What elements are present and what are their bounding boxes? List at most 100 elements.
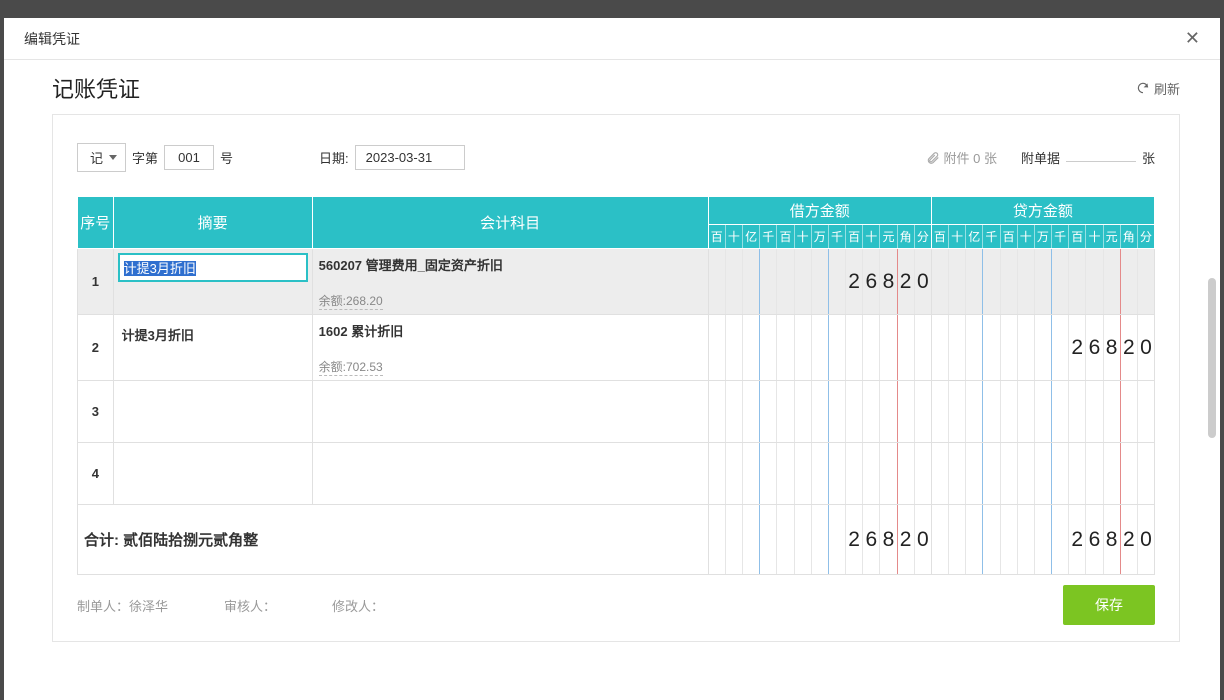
digit-cell — [983, 505, 1000, 574]
digit-cell — [743, 443, 760, 504]
total-debit: 26820 — [708, 505, 931, 575]
digit-cell — [966, 315, 983, 380]
digit-cell — [1052, 249, 1069, 314]
digit-cell — [1086, 381, 1103, 442]
digit-cell — [1018, 315, 1035, 380]
digit-cell — [812, 381, 829, 442]
date-label: 日期: — [319, 148, 349, 167]
digit-cell: 亿 — [743, 225, 760, 248]
digit-cell — [1035, 249, 1052, 314]
digit-cell — [966, 505, 983, 574]
summary-text: 计提3月折旧 — [118, 319, 308, 344]
scrollbar-thumb[interactable] — [1208, 278, 1216, 438]
preparer-label: 制单人：徐泽华 — [77, 596, 168, 615]
digit-cell: 2 — [1069, 315, 1086, 380]
digit-cell: 分 — [1138, 225, 1154, 248]
digit-cell — [863, 443, 880, 504]
credit-amount[interactable] — [931, 381, 1154, 443]
summary-cell[interactable]: 计提3月折旧 — [113, 249, 312, 315]
digit-cell — [983, 381, 1000, 442]
voucher-type-dropdown[interactable]: 记 — [77, 143, 126, 172]
digit-cell: 角 — [1121, 225, 1138, 248]
page-header: 记账凭证 刷新 — [4, 60, 1220, 114]
attach-count-input[interactable] — [1066, 153, 1136, 162]
digit-cell — [932, 443, 949, 504]
digit-cell — [915, 443, 931, 504]
digit-cell — [1052, 505, 1069, 574]
voucher-no-input[interactable]: 001 — [164, 145, 214, 170]
digit-cell — [1001, 443, 1018, 504]
digit-cell — [760, 505, 777, 574]
credit-amount[interactable] — [931, 249, 1154, 315]
total-credit: 26820 — [931, 505, 1154, 575]
voucher-type-value: 记 — [90, 148, 103, 167]
digit-cell — [829, 443, 846, 504]
digit-cell — [1052, 315, 1069, 380]
save-button[interactable]: 保存 — [1063, 585, 1155, 625]
summary-cell[interactable]: 计提3月折旧 — [113, 315, 312, 381]
digit-cell — [1018, 249, 1035, 314]
attachment-link[interactable]: 附件 0 张 — [926, 148, 997, 167]
digit-cell — [795, 249, 812, 314]
account-cell[interactable] — [312, 443, 708, 505]
digit-cell — [1018, 381, 1035, 442]
digit-cell — [1104, 443, 1121, 504]
debit-amount[interactable] — [708, 315, 931, 381]
digit-cell — [829, 505, 846, 574]
digit-cell: 亿 — [966, 225, 983, 248]
digit-cell — [932, 249, 949, 314]
total-words: 贰佰陆拾捌元贰角整 — [123, 532, 258, 549]
digit-cell: 万 — [812, 225, 829, 248]
table-row[interactable]: 2计提3月折旧1602 累计折旧余额:702.5326820 — [78, 315, 1155, 381]
credit-amount[interactable] — [931, 443, 1154, 505]
digit-cell — [880, 443, 897, 504]
modal-titlebar: 编辑凭证 ✕ — [4, 18, 1220, 60]
refresh-label: 刷新 — [1154, 79, 1180, 98]
table-row[interactable]: 1计提3月折旧560207 管理费用_固定资产折旧余额:268.2026820 — [78, 249, 1155, 315]
table-row[interactable]: 3 — [78, 381, 1155, 443]
digit-cell — [777, 443, 794, 504]
row-number: 2 — [78, 315, 114, 381]
paperclip-icon — [926, 151, 940, 165]
digit-cell — [1138, 443, 1154, 504]
col-summary: 摘要 — [113, 197, 312, 249]
debit-amount[interactable] — [708, 381, 931, 443]
date-input[interactable]: 2023-03-31 — [355, 145, 465, 170]
digit-cell: 0 — [1138, 315, 1154, 380]
digit-cell — [1121, 443, 1138, 504]
credit-amount[interactable]: 26820 — [931, 315, 1154, 381]
digit-cell: 6 — [863, 505, 880, 574]
total-label: 合计: — [84, 532, 119, 549]
no-suffix: 号 — [220, 148, 233, 167]
digit-cell — [760, 381, 777, 442]
digit-cell: 6 — [863, 249, 880, 314]
account-cell[interactable]: 560207 管理费用_固定资产折旧余额:268.20 — [312, 249, 708, 315]
table-row[interactable]: 4 — [78, 443, 1155, 505]
account-cell[interactable] — [312, 381, 708, 443]
digit-cell — [915, 315, 931, 380]
summary-input[interactable]: 计提3月折旧 — [118, 253, 308, 282]
account-cell[interactable]: 1602 累计折旧余额:702.53 — [312, 315, 708, 381]
digit-cell — [709, 443, 726, 504]
close-icon[interactable]: ✕ — [1185, 28, 1200, 49]
auditor-label: 审核人： — [224, 596, 276, 615]
debit-amount[interactable]: 26820 — [708, 249, 931, 315]
digit-cell — [1104, 249, 1121, 314]
digit-cell: 十 — [1018, 225, 1035, 248]
account-name: 1602 累计折旧 — [319, 321, 702, 340]
summary-cell[interactable] — [113, 443, 312, 505]
digit-cell: 0 — [1138, 505, 1154, 574]
digit-cell — [1035, 381, 1052, 442]
refresh-button[interactable]: 刷新 — [1136, 79, 1180, 98]
digit-cell — [880, 381, 897, 442]
account-balance: 余额:702.53 — [319, 358, 383, 376]
col-rownum: 序号 — [78, 197, 114, 249]
summary-cell[interactable] — [113, 381, 312, 443]
digit-cell — [795, 315, 812, 380]
debit-amount[interactable] — [708, 443, 931, 505]
digit-cell — [777, 249, 794, 314]
debit-units: 百十亿千百十万千百十元角分 — [708, 225, 931, 249]
page-title: 记账凭证 — [52, 72, 140, 104]
digit-cell — [760, 443, 777, 504]
digit-cell: 角 — [898, 225, 915, 248]
